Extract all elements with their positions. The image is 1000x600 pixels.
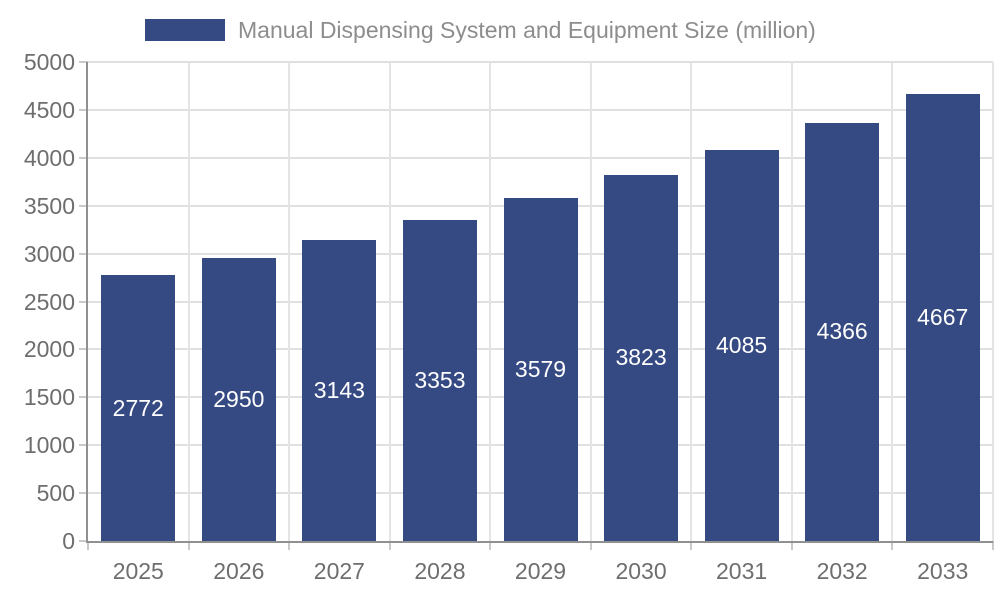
y-tick-mark xyxy=(79,108,88,111)
bar-value-label: 2772 xyxy=(112,394,164,421)
bar: 3143 xyxy=(302,239,377,541)
y-tick-label: 3000 xyxy=(23,240,75,267)
bar: 3823 xyxy=(604,174,679,541)
x-tick-label: 2030 xyxy=(615,558,667,584)
bar: 2772 xyxy=(101,275,176,541)
bar: 2950 xyxy=(201,258,276,541)
bar-value-label: 3823 xyxy=(615,344,667,371)
y-axis-line xyxy=(86,62,88,543)
h-gridline xyxy=(88,108,993,111)
x-tick-label: 2027 xyxy=(313,558,365,584)
x-tick-label: 2031 xyxy=(716,558,768,584)
y-tick-mark xyxy=(79,348,88,351)
y-tick-mark xyxy=(79,204,88,207)
y-tick-label: 5000 xyxy=(23,49,75,75)
x-tick-label: 2029 xyxy=(514,558,567,584)
v-gridline xyxy=(790,62,793,541)
y-tick-label: 0 xyxy=(62,528,75,554)
x-tick-mark xyxy=(790,541,793,550)
bar: 4085 xyxy=(704,149,779,541)
v-gridline xyxy=(288,62,291,541)
bar-value-label: 2950 xyxy=(213,386,265,413)
x-tick-mark xyxy=(288,541,291,550)
x-tick-label: 2025 xyxy=(112,558,164,584)
y-tick-mark xyxy=(79,252,88,255)
x-tick-mark xyxy=(589,541,592,550)
x-tick-label: 2033 xyxy=(917,558,969,584)
x-tick-mark xyxy=(489,541,492,550)
y-tick-label: 2500 xyxy=(23,288,75,315)
y-tick-mark xyxy=(79,396,88,399)
v-gridline xyxy=(388,62,391,541)
legend-label[interactable]: Manual Dispensing System and Equipment S… xyxy=(238,16,816,43)
v-gridline xyxy=(690,62,693,541)
y-tick-label: 3500 xyxy=(23,192,75,219)
x-tick-mark xyxy=(891,541,894,550)
x-tick-mark xyxy=(992,541,994,550)
x-tick-label: 2028 xyxy=(414,558,466,584)
bar-value-label: 3579 xyxy=(514,356,567,383)
y-tick-mark xyxy=(79,444,88,447)
x-tick-label: 2026 xyxy=(213,558,265,584)
y-tick-mark xyxy=(79,540,88,542)
y-tick-label: 1500 xyxy=(23,384,75,411)
y-tick-mark xyxy=(79,300,88,303)
legend[interactable]: Manual Dispensing System and Equipment S… xyxy=(145,8,816,52)
legend-swatch[interactable] xyxy=(145,19,225,41)
v-gridline xyxy=(489,62,492,541)
bar-value-label: 3353 xyxy=(414,366,466,393)
bar: 3353 xyxy=(402,219,477,541)
y-tick-label: 4000 xyxy=(23,144,75,171)
v-gridline xyxy=(992,62,994,541)
h-gridline xyxy=(88,156,993,159)
y-tick-label: 4500 xyxy=(23,96,75,123)
y-tick-mark xyxy=(79,61,88,63)
bar-value-label: 4667 xyxy=(917,303,969,330)
bar: 3579 xyxy=(503,198,578,541)
v-gridline xyxy=(187,62,190,541)
v-gridline xyxy=(589,62,592,541)
bar: 4366 xyxy=(805,122,880,541)
x-tick-mark xyxy=(87,541,89,550)
y-tick-mark xyxy=(79,156,88,159)
x-tick-mark xyxy=(187,541,190,550)
y-tick-label: 2000 xyxy=(23,336,75,363)
x-tick-mark xyxy=(690,541,693,550)
bar-value-label: 4366 xyxy=(816,318,868,345)
h-gridline xyxy=(88,61,993,63)
y-tick-label: 500 xyxy=(36,480,75,507)
v-gridline xyxy=(891,62,894,541)
y-tick-label: 1000 xyxy=(23,432,75,459)
bar-value-label: 3143 xyxy=(313,376,365,403)
bar: 4667 xyxy=(905,93,980,541)
x-tick-mark xyxy=(388,541,391,550)
y-tick-mark xyxy=(79,492,88,495)
x-axis-line xyxy=(86,541,993,543)
bar-value-label: 4085 xyxy=(716,331,768,358)
x-tick-label: 2032 xyxy=(816,558,868,584)
